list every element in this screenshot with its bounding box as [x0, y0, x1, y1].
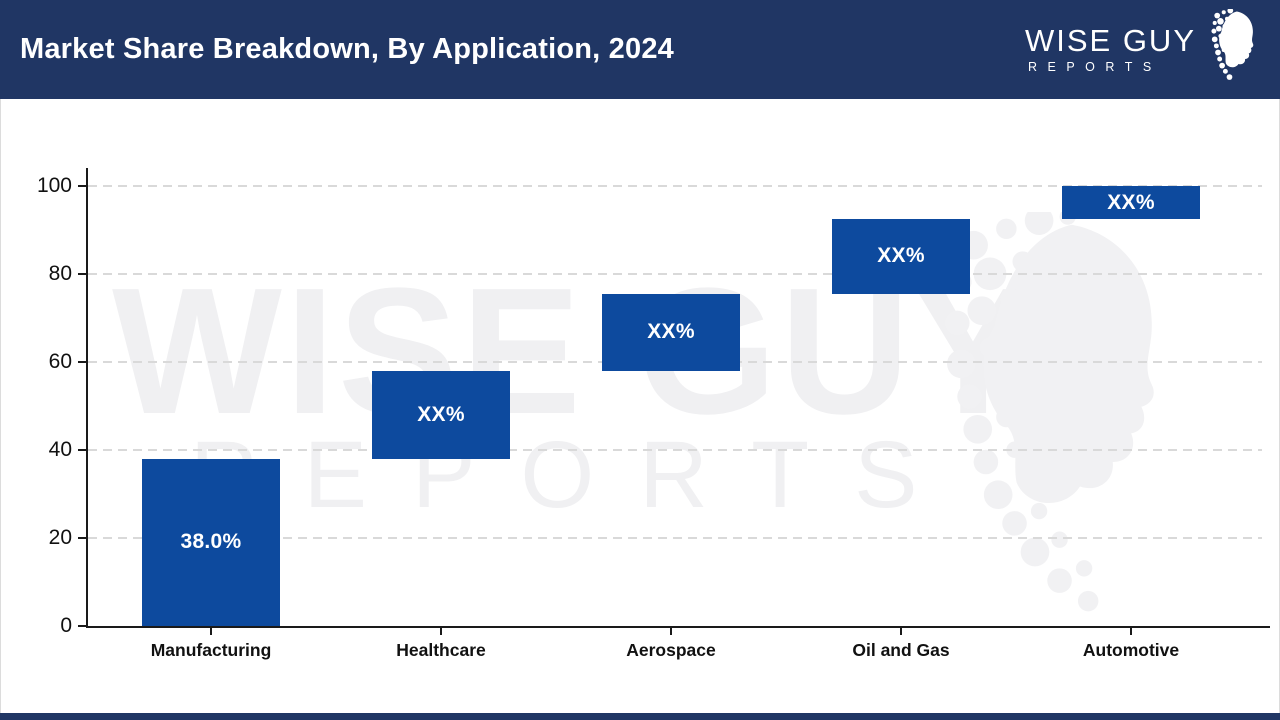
- y-axis-tickmark: [78, 537, 86, 539]
- wiseguy-logo: WISE GUY REPORTS: [1025, 8, 1280, 91]
- y-axis-tickmark: [78, 273, 86, 275]
- y-axis-tickmark: [78, 361, 86, 363]
- x-axis-category-label: Manufacturing: [150, 640, 272, 660]
- bar-aerospace: XX%: [602, 293, 740, 371]
- bar-healthcare: XX%: [372, 370, 510, 459]
- bar-value-label: XX%: [647, 320, 695, 344]
- page-title: Market Share Breakdown, By Application, …: [20, 33, 674, 65]
- x-axis-category-label: Oil and Gas: [852, 640, 950, 660]
- bar-automotive: XX%: [1062, 186, 1200, 219]
- x-axis-category-label: Healthcare: [396, 640, 486, 660]
- logo-wordmark: WISE GUY: [1024, 23, 1196, 58]
- y-axis-tick-label: 20: [48, 526, 72, 549]
- y-axis-tick-label: 60: [48, 350, 72, 373]
- logo-subtext: REPORTS: [1027, 60, 1162, 74]
- gridline-y20: [88, 537, 1262, 539]
- x-axis-tickmark: [670, 628, 672, 635]
- footer-bar: [0, 713, 1280, 720]
- bar-oil-and-gas: XX%: [832, 219, 970, 294]
- x-axis-category-label: Automotive: [1082, 640, 1180, 660]
- y-axis-tick-label: 40: [48, 438, 72, 461]
- bar-manufacturing: 38.0%: [142, 458, 280, 626]
- gridline-y40: [88, 449, 1262, 451]
- x-axis-spine: [86, 626, 1270, 628]
- x-axis-tickmark: [440, 628, 442, 635]
- y-axis-tick-label: 100: [36, 174, 72, 197]
- logo-text-block: WISE GUY REPORTS: [1025, 25, 1196, 74]
- y-axis-tickmark: [78, 625, 86, 627]
- gridline-y80: [88, 273, 1262, 275]
- bar-value-label: XX%: [877, 244, 925, 268]
- dotted-head-icon: [1211, 8, 1254, 80]
- watermark-subtext: REPORTS: [190, 422, 963, 528]
- x-axis-tickmark: [1130, 628, 1132, 635]
- bar-value-label: XX%: [417, 402, 465, 426]
- bar-value-label: XX%: [1107, 190, 1155, 214]
- y-axis-tickmark: [78, 449, 86, 451]
- gridline-y100: [88, 185, 1262, 187]
- y-axis-tickmark: [78, 185, 86, 187]
- y-axis-spine: [86, 168, 88, 628]
- x-axis-tickmark: [210, 628, 212, 635]
- x-axis-category-label: Aerospace: [626, 640, 716, 660]
- y-axis-tick-label: 80: [48, 262, 72, 285]
- y-axis-tick-label: 0: [60, 614, 72, 637]
- header-bar: Market Share Breakdown, By Application, …: [0, 0, 1280, 99]
- bar-value-label: 38.0%: [180, 530, 242, 554]
- x-axis-tickmark: [900, 628, 902, 635]
